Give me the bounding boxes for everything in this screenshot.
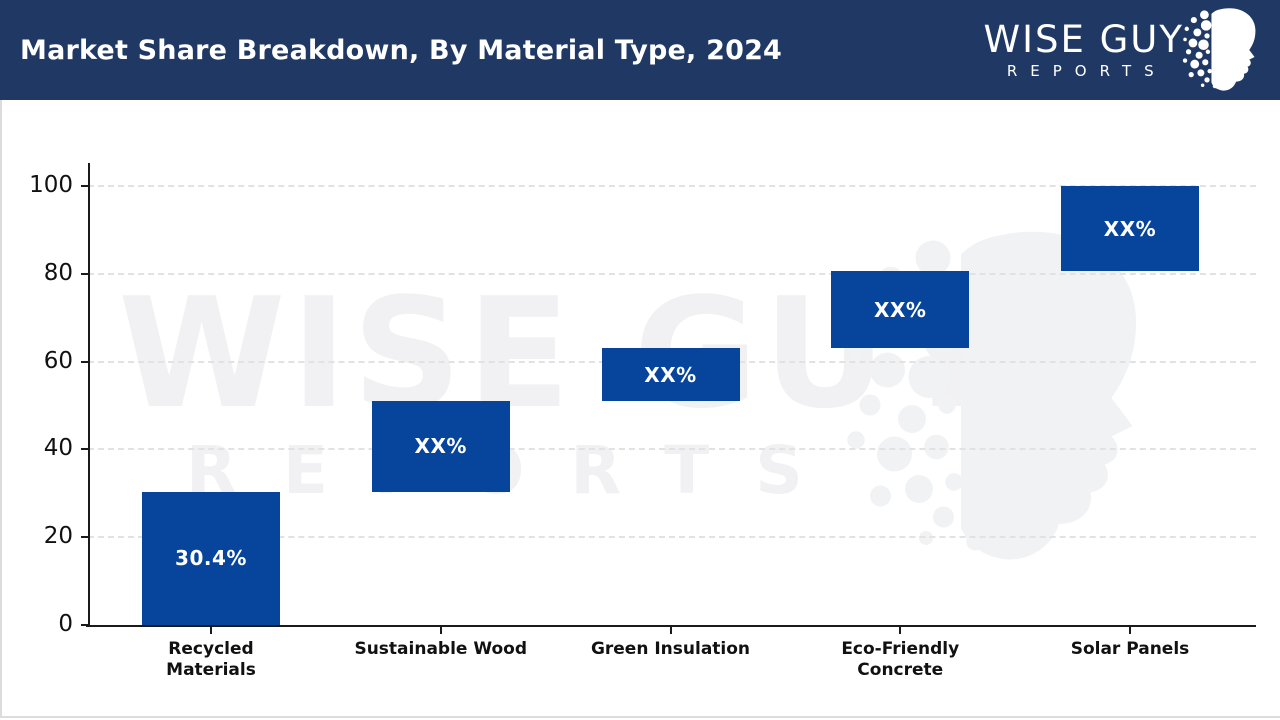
bar-solar-panels: XX% [1061, 186, 1199, 272]
y-tick-mark-20 [81, 536, 88, 539]
bar-green-insulation: XX% [601, 347, 740, 402]
logo-wordmark-text: WISE GUY [983, 17, 1184, 61]
logo-wordmark: WISE GUY REPORTS [984, 21, 1184, 80]
x-tick-mark-2 [439, 627, 442, 634]
category-label: Green Insulation [590, 639, 751, 659]
category-label: Sustainable Wood [354, 639, 528, 659]
bar-value-label: XX% [414, 434, 467, 459]
brand-logo: WISE GUY REPORTS [984, 3, 1266, 97]
bar-value-label: XX% [874, 297, 927, 322]
gridline-100 [88, 185, 1256, 187]
y-tick-label-100: 100 [29, 172, 73, 198]
logo-subtitle-text: REPORTS [1006, 61, 1167, 80]
x-axis-line [86, 625, 1256, 627]
y-tick-mark-80 [81, 272, 88, 275]
y-tick-mark-0 [81, 624, 88, 626]
gridline-80 [88, 272, 1256, 275]
y-tick-mark-100 [81, 185, 88, 187]
header-bar: Market Share Breakdown, By Material Type… [0, 0, 1280, 100]
y-tick-label-20: 20 [43, 523, 73, 550]
x-tick-mark-4 [899, 627, 902, 634]
bar-recycled-materials: 30.4% [142, 491, 280, 625]
x-tick-mark-3 [669, 627, 672, 634]
bar-value-label: XX% [644, 362, 697, 387]
x-tick-mark-1 [210, 627, 212, 634]
bar-value-label: XX% [1103, 216, 1157, 241]
y-tick-label-0: 0 [58, 611, 73, 637]
x-tick-mark-5 [1129, 627, 1131, 634]
category-label: Eco-Friendly Concrete [841, 639, 960, 681]
bar-sustainable-wood: XX% [371, 401, 510, 492]
logo-head-icon [1182, 8, 1256, 91]
y-tick-mark-60 [81, 360, 88, 363]
y-tick-mark-40 [81, 448, 88, 451]
y-axis-line [88, 163, 90, 627]
bar-value-label: 30.4% [175, 546, 247, 571]
y-tick-label-40: 40 [43, 435, 73, 462]
category-label: Solar Panels [1070, 639, 1190, 659]
gridline-20 [88, 536, 1256, 539]
page-title: Market Share Breakdown, By Material Type… [20, 34, 783, 66]
y-tick-label-80: 80 [43, 259, 73, 286]
y-tick-label-60: 60 [43, 347, 73, 374]
gridline-40 [88, 448, 1256, 451]
bar-eco-friendly-concrete: XX% [831, 271, 970, 348]
category-label: Recycled Materials [166, 639, 256, 681]
